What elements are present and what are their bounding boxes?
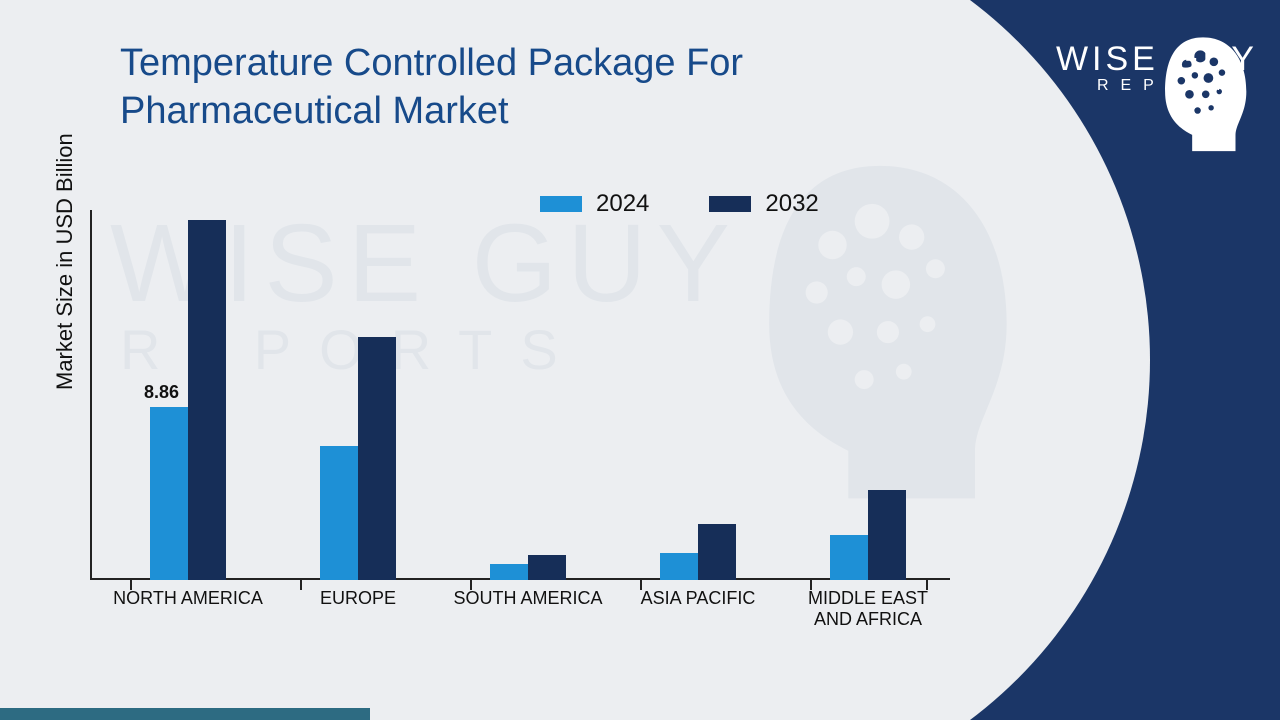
bar-2032-4 xyxy=(868,490,906,580)
chart-canvas: WISE GUY REPORTS Temperature Controlled … xyxy=(0,0,1280,720)
x-label: SOUTH AMERICA xyxy=(453,588,603,609)
y-axis-label: Market Size in USD Billion xyxy=(52,133,78,390)
x-label: ASIA PACIFIC xyxy=(623,588,773,609)
bar-group xyxy=(830,490,906,580)
value-label: 8.86 xyxy=(144,382,179,403)
brand-line1: WISE GUY xyxy=(1056,40,1258,79)
x-label: EUROPE xyxy=(283,588,433,609)
brand-line2: REPORTS xyxy=(1056,77,1258,95)
bar-2032-1 xyxy=(358,337,396,580)
bar-2024-3 xyxy=(660,553,698,580)
bar-2024-4 xyxy=(830,535,868,580)
bar-2024-2 xyxy=(490,564,528,580)
bar-2032-3 xyxy=(698,524,736,580)
y-axis-line xyxy=(90,210,92,580)
accent-bar xyxy=(0,708,370,720)
bar-2032-0 xyxy=(188,220,226,580)
bar-2032-2 xyxy=(528,555,566,580)
bar-chart: NORTH AMERICAEUROPESOUTH AMERICAASIA PAC… xyxy=(90,210,950,580)
chart-title: Temperature Controlled Package For Pharm… xyxy=(120,40,880,135)
bar-group xyxy=(660,524,736,580)
bar-2024-1 xyxy=(320,446,358,580)
brand-logo: WISE GUY REPORTS xyxy=(1056,40,1258,95)
x-label: MIDDLE EAST AND AFRICA xyxy=(793,588,943,629)
x-label: NORTH AMERICA xyxy=(113,588,263,609)
bar-group xyxy=(320,337,396,580)
bar-2024-0 xyxy=(150,407,188,580)
bar-group xyxy=(490,555,566,580)
